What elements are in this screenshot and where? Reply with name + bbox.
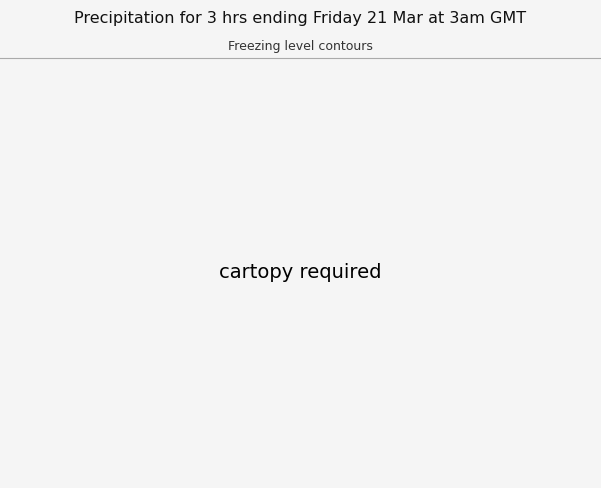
Text: Precipitation for 3 hrs ending Friday 21 Mar at 3am GMT: Precipitation for 3 hrs ending Friday 21… <box>75 11 526 26</box>
Text: cartopy required: cartopy required <box>219 264 382 282</box>
Text: Freezing level contours: Freezing level contours <box>228 40 373 53</box>
